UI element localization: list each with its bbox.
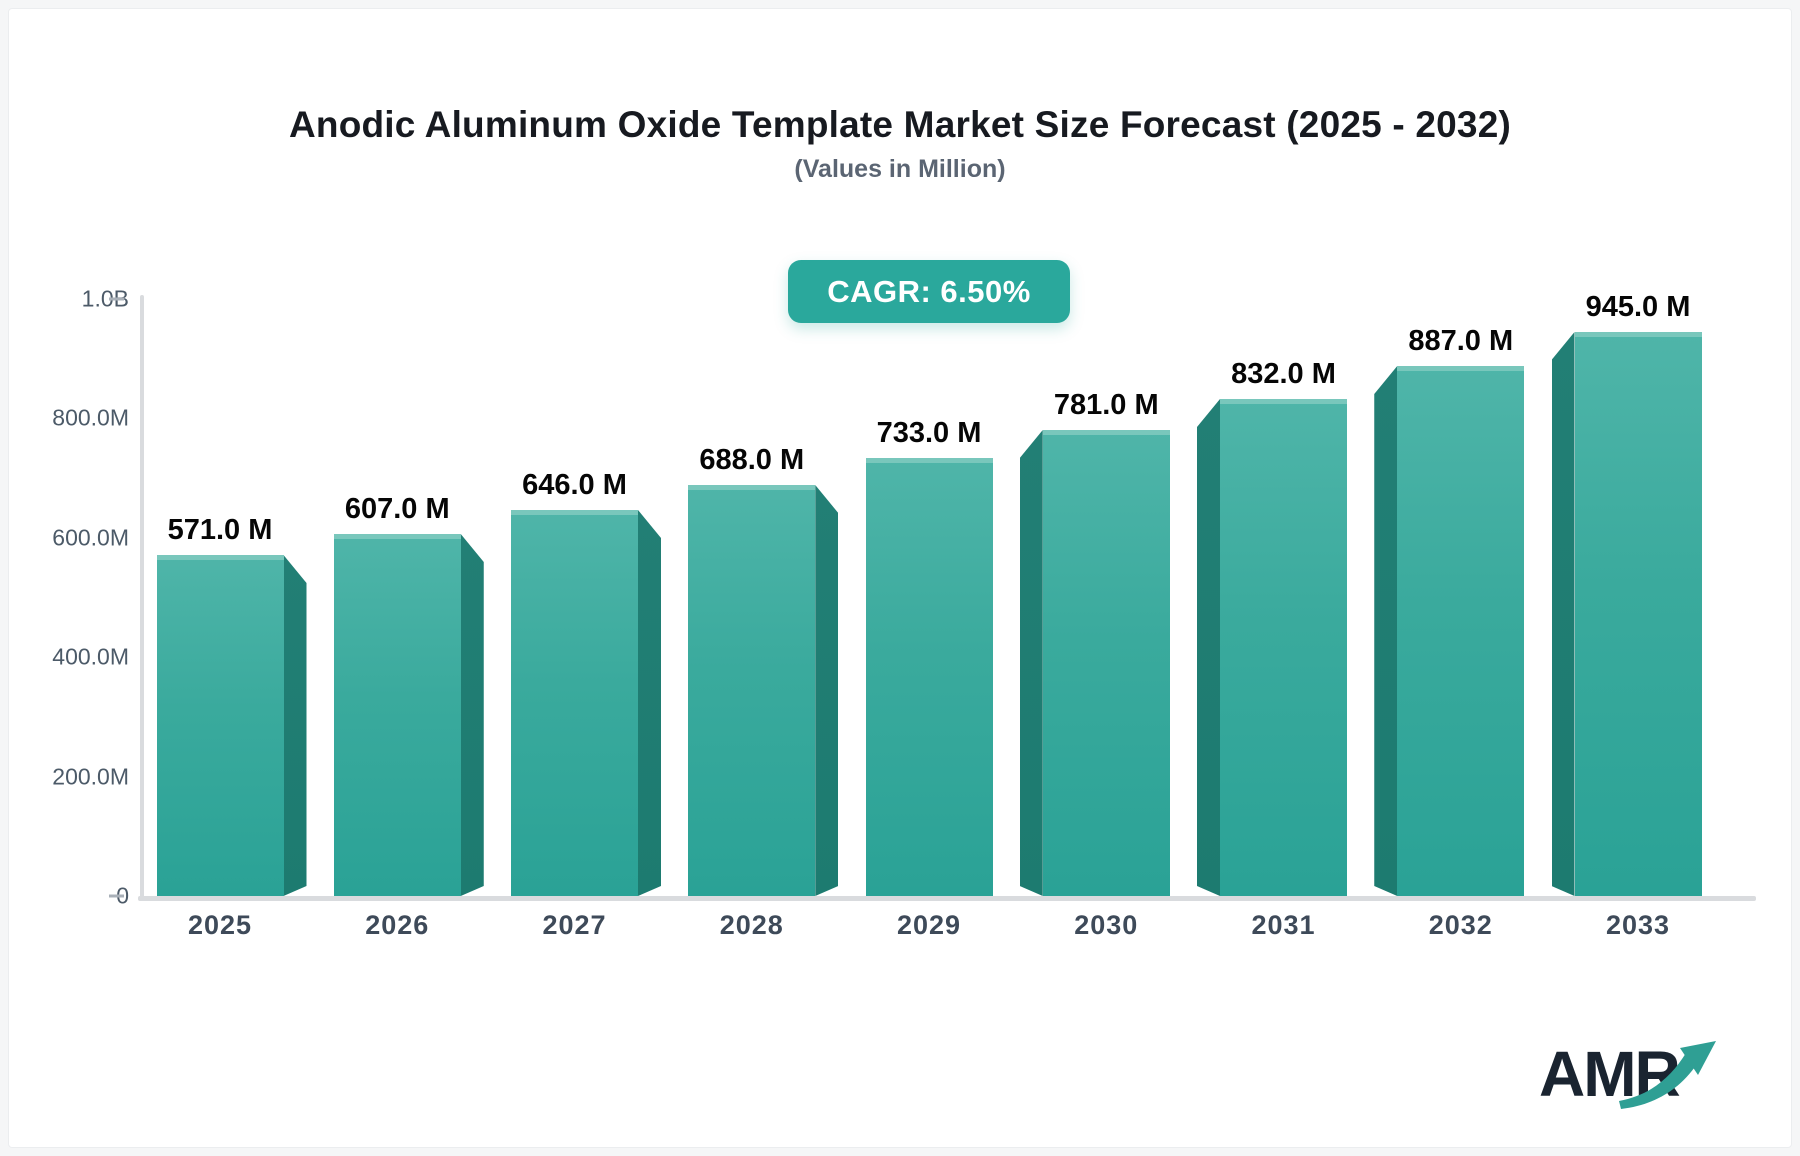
bar-value-label: 887.0 M xyxy=(1408,325,1514,357)
bar-side-face xyxy=(461,534,484,896)
bar-side-face xyxy=(1197,399,1220,896)
bar-value-label: 832.0 M xyxy=(1231,358,1336,390)
y-axis-line xyxy=(140,295,144,900)
bar-front-face xyxy=(865,458,993,896)
y-tick-mark xyxy=(109,297,124,301)
bar-side-face xyxy=(1552,332,1575,896)
bar-value-label: 733.0 M xyxy=(876,417,982,449)
x-tick-label: 2026 xyxy=(365,910,430,940)
x-tick-label: 2031 xyxy=(1251,910,1316,940)
x-tick-label: 2030 xyxy=(1074,910,1139,940)
bar-front-face xyxy=(1042,430,1170,896)
bar-front-face xyxy=(1397,366,1525,896)
x-tick-label: 2032 xyxy=(1428,910,1493,940)
bar-value-label: 781.0 M xyxy=(1053,389,1159,421)
y-tick-label: 800.0M xyxy=(52,404,129,431)
bar-front-face xyxy=(333,534,461,896)
x-tick-label: 2029 xyxy=(896,910,962,940)
chart-title: Anodic Aluminum Oxide Template Market Si… xyxy=(288,104,1512,145)
x-tick-label: 2025 xyxy=(187,910,253,940)
chart-subtitle: (Values in Million) xyxy=(794,155,1006,183)
bar-2031 xyxy=(1197,399,1347,896)
bar-2027 xyxy=(511,510,661,896)
bar-value-label: 607.0 M xyxy=(344,493,450,525)
bar-value-label: 646.0 M xyxy=(522,469,627,501)
bar-front-face xyxy=(688,485,816,896)
bar-value-label: 571.0 M xyxy=(167,514,273,546)
bar-side-face xyxy=(815,485,838,896)
y-tick-mark xyxy=(109,894,124,898)
cagr-badge: CAGR: 6.50% xyxy=(788,260,1070,323)
bar-side-face xyxy=(1374,366,1397,896)
bar-front-face xyxy=(511,510,638,896)
bar-2032 xyxy=(1374,366,1525,896)
bar-front-face xyxy=(1220,399,1347,896)
bar-value-label: 945.0 M xyxy=(1585,291,1691,323)
bar-2033 xyxy=(1552,332,1702,896)
bar-2026 xyxy=(333,534,484,896)
bar-value-label: 688.0 M xyxy=(699,444,805,476)
bar-2025 xyxy=(156,555,307,896)
bar-side-face xyxy=(638,510,661,896)
x-axis-line xyxy=(138,896,1756,901)
bar-front-face xyxy=(156,555,284,896)
x-tick-label: 2033 xyxy=(1605,910,1671,940)
x-tick-label: 2028 xyxy=(719,910,784,940)
bar-front-face xyxy=(1574,332,1702,896)
bar-side-face xyxy=(284,555,307,896)
bar-2030 xyxy=(1020,430,1170,896)
bar-side-face xyxy=(1020,430,1043,896)
cagr-badge-label: CAGR: 6.50% xyxy=(827,273,1031,309)
bar-2028 xyxy=(688,485,838,896)
growth-arrow-icon xyxy=(1619,1041,1716,1109)
amr-logo: AMR xyxy=(1539,1037,1739,1129)
x-tick-label: 2027 xyxy=(542,910,607,940)
bar-2029 xyxy=(865,458,993,896)
y-tick-label: 200.0M xyxy=(52,763,129,790)
y-tick-label: 400.0M xyxy=(52,643,129,670)
y-tick-label: 600.0M xyxy=(52,524,129,551)
chart-card: Anodic Aluminum Oxide Template Market Si… xyxy=(8,8,1792,1148)
